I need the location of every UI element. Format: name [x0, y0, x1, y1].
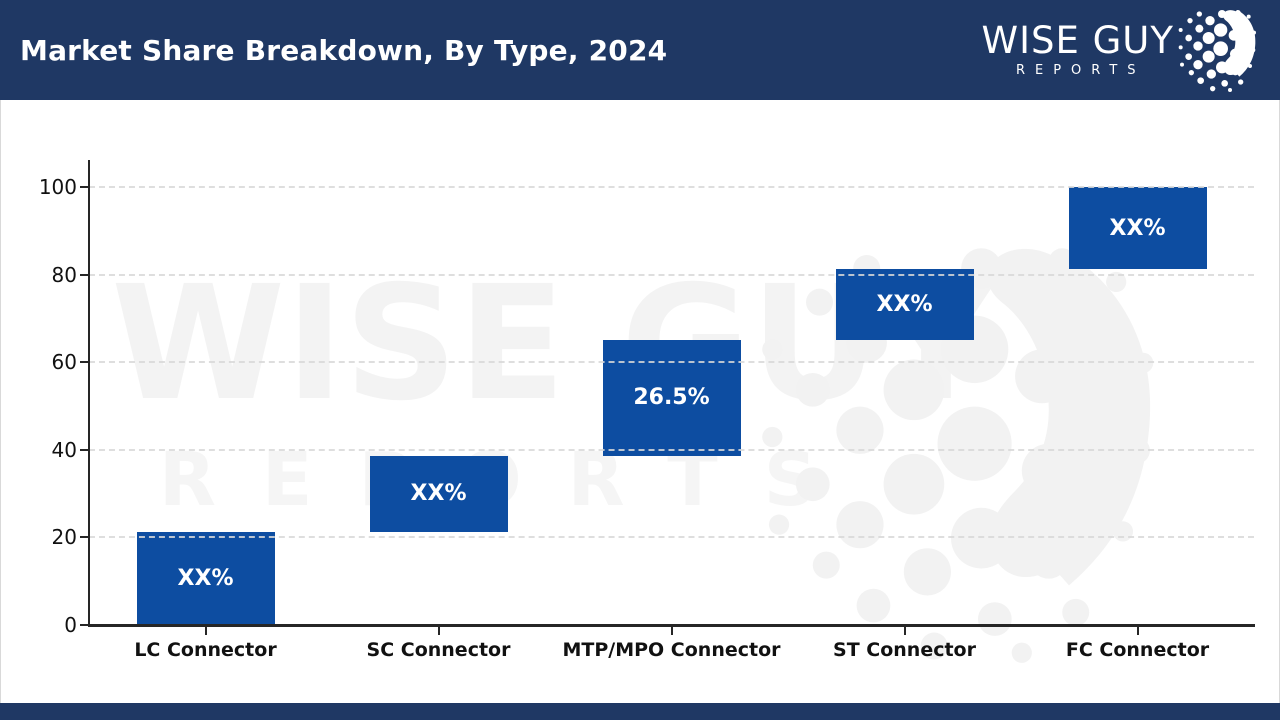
x-axis-line: [88, 624, 1255, 627]
wiseguy-logo-text: WISE GUY REPORTS: [981, 19, 1174, 78]
bar-lc-connector: XX%: [136, 531, 275, 625]
y-tick-label-80: 80: [51, 262, 77, 287]
y-gridline-100: [89, 186, 1254, 188]
header-bar: Market Share Breakdown, By Type, 2024 WI…: [0, 0, 1280, 100]
bar-st-connector: XX%: [835, 269, 974, 340]
x-tick-mark-4: [1136, 627, 1139, 635]
y-tick-label-20: 20: [51, 525, 77, 550]
footer-bar: [0, 703, 1280, 720]
page-title: Market Share Breakdown, By Type, 2024: [20, 33, 668, 67]
x-tick-mark-2: [670, 627, 673, 635]
bar-mtp-mpo-connector: 26.5%: [602, 339, 741, 456]
plot-area: 0 20 40 60 80 100 XX% LC Connector XX% SC Connect…: [1, 100, 1279, 703]
x-tick-mark-0: [204, 627, 207, 635]
x-tick-mark-1: [437, 627, 440, 635]
bar-fc-connector: XX%: [1068, 187, 1207, 270]
x-category-label-1: SC Connector: [366, 639, 511, 661]
y-tick-mark-20: [80, 536, 88, 539]
bar-value-label: XX%: [876, 292, 933, 318]
chart-canvas: WISE GUY REPORTS 0 20 40 60 80 100 XX% LC Conne…: [0, 100, 1280, 703]
y-gridline-20: [89, 536, 1254, 539]
y-tick-label-60: 60: [51, 350, 77, 375]
bar-value-label: 26.5%: [633, 385, 710, 411]
y-tick-mark-60: [80, 361, 88, 364]
y-tick-mark-40: [80, 448, 88, 451]
y-gridline-40: [89, 448, 1254, 451]
bar-value-label: XX%: [410, 481, 467, 507]
x-category-label-2: MTP/MPO Connector: [562, 639, 781, 661]
x-tick-mark-3: [903, 627, 906, 635]
wiseguy-logo: WISE GUY REPORTS: [982, 6, 1262, 94]
y-gridline-80: [89, 273, 1254, 276]
x-category-label-4: FC Connector: [1065, 639, 1210, 661]
y-tick-mark-100: [80, 186, 88, 188]
bar-value-label: XX%: [1109, 215, 1166, 241]
wiseguy-logo-line2: REPORTS: [1015, 62, 1146, 78]
y-tick-mark-0: [80, 624, 88, 626]
wiseguy-head-icon: [1178, 10, 1256, 92]
x-category-label-3: ST Connector: [833, 639, 976, 661]
y-tick-label-40: 40: [51, 437, 77, 462]
y-tick-label-0: 0: [64, 613, 77, 637]
y-gridline-60: [89, 361, 1254, 364]
bar-sc-connector: XX%: [369, 455, 508, 532]
bar-value-label: XX%: [177, 565, 234, 591]
wiseguy-logo-line1: WISE GUY: [981, 19, 1174, 63]
x-category-label-0: LC Connector: [134, 639, 277, 661]
y-tick-mark-80: [80, 273, 88, 276]
y-axis-line: [88, 160, 90, 627]
y-tick-label-100: 100: [38, 175, 77, 199]
